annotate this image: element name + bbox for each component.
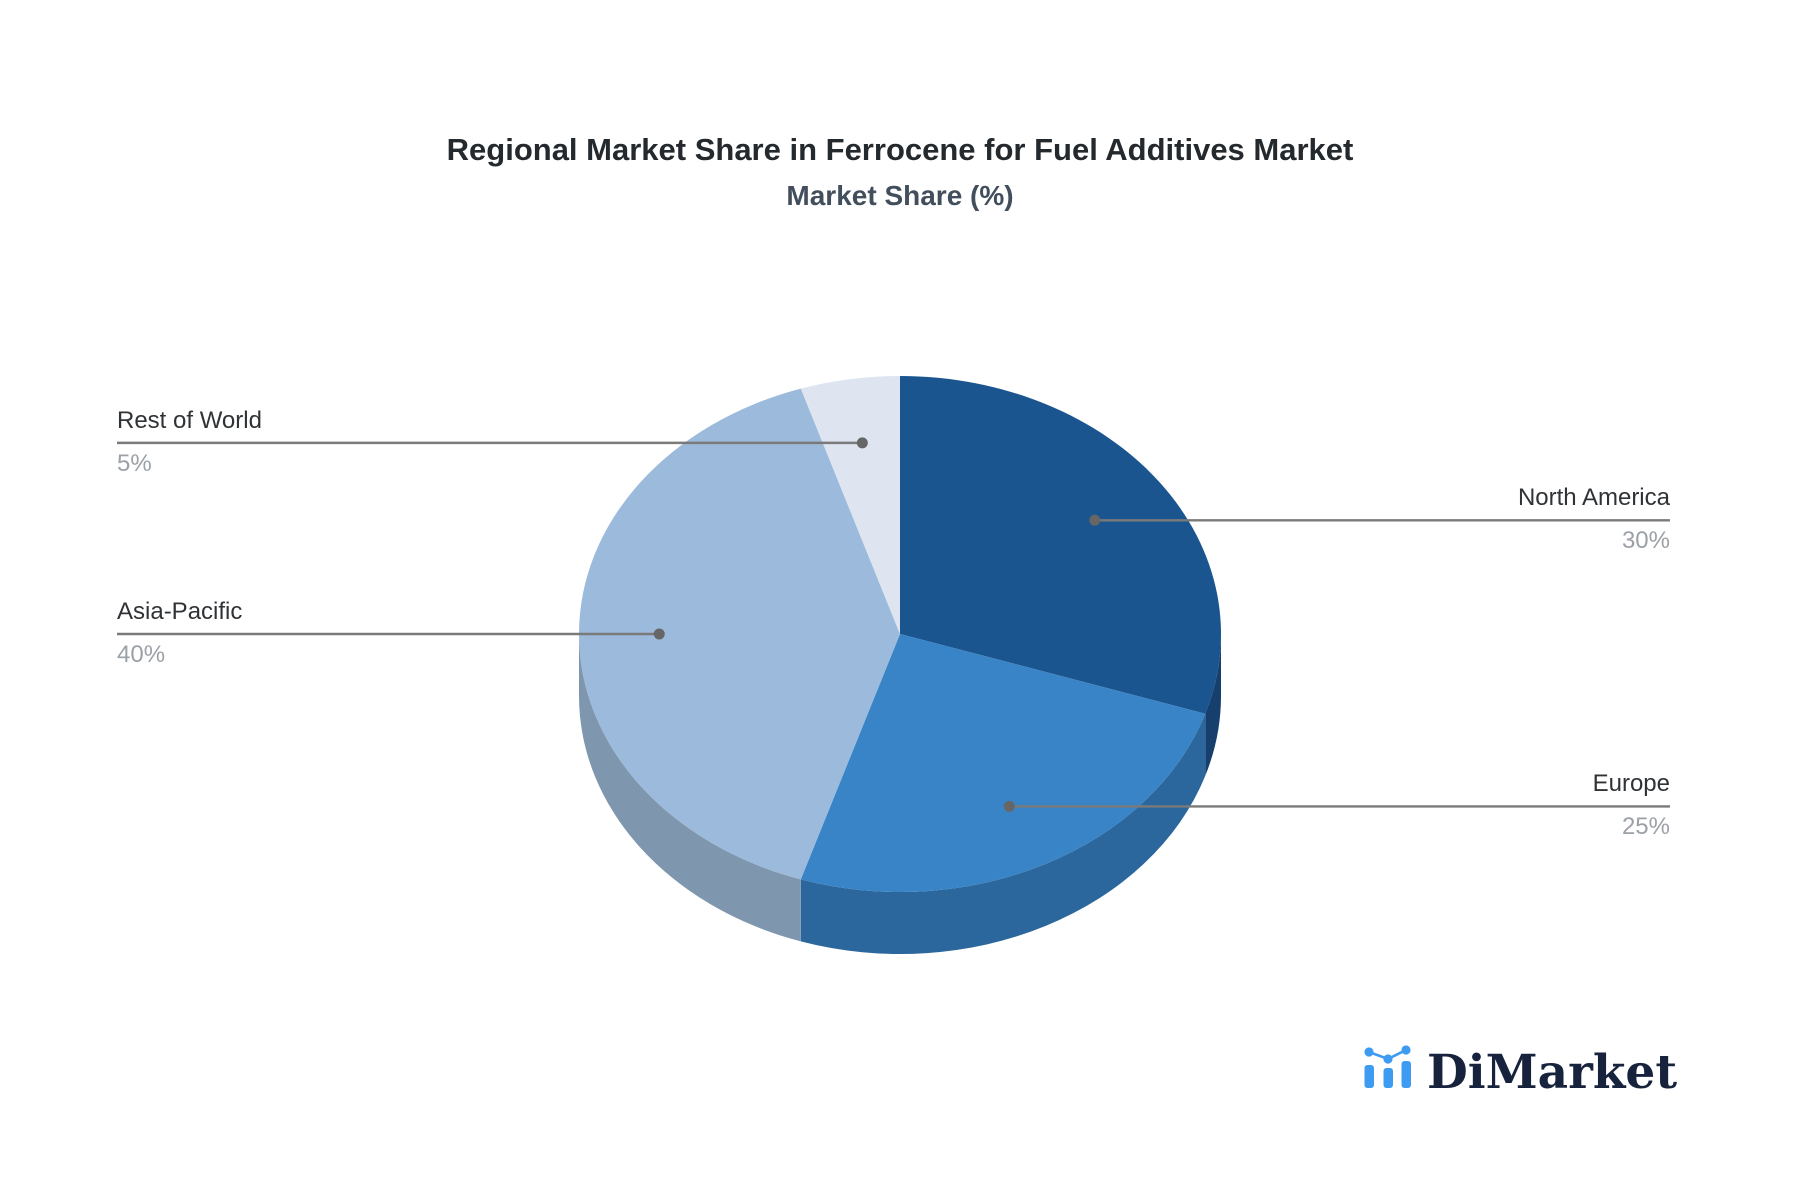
slice-percent-europe: 25% — [1621, 813, 1670, 841]
pie-slice-europe[interactable] — [800, 634, 1206, 892]
callout-dot-north-america — [1089, 514, 1101, 526]
callout-north-america: North America 30% — [1518, 484, 1670, 555]
pie-3d-sides — [579, 634, 1221, 954]
slice-label-europe: Europe — [1592, 770, 1670, 798]
chart-title: Regional Market Share in Ferrocene for F… — [446, 132, 1354, 167]
logo-text: DiMarket — [1427, 1045, 1678, 1100]
slice-percent-rest-of-world: 5% — [117, 449, 152, 477]
callout-dot-rest-of-world — [856, 437, 868, 449]
logo-bar — [1401, 1061, 1411, 1088]
slice-percent-asia-pacific: 40% — [117, 641, 166, 668]
slice-label-rest-of-world: Rest of World — [117, 406, 262, 434]
chart-subtitle: Market Share (%) — [786, 180, 1014, 211]
bar-chart-logo-icon — [1364, 1045, 1411, 1088]
slice-label-asia-pacific: Asia-Pacific — [117, 598, 243, 625]
dimarket-logo: DiMarket — [1360, 1038, 1677, 1096]
pie-slice-rest-of-world[interactable] — [800, 376, 900, 634]
slice-percent-north-america: 30% — [1621, 527, 1670, 555]
logo-dot — [1383, 1054, 1393, 1064]
slice-label-north-america: North America — [1517, 484, 1670, 512]
callout-dot-europe — [1003, 800, 1015, 812]
logo-dot — [1364, 1047, 1374, 1057]
pie-slice-side-europe — [800, 713, 1206, 954]
callout-lines — [117, 441, 1670, 808]
callout-dot-asia-pacific — [653, 628, 665, 640]
pie-top-faces — [579, 376, 1221, 892]
callout-rest-of-world: Rest of World 5% — [117, 407, 262, 478]
logo-bar — [1383, 1068, 1393, 1088]
callout-europe: Europe 25% — [1593, 770, 1670, 841]
pie-slice-side-north-america — [1205, 634, 1221, 776]
pie-slice-asia-pacific[interactable] — [579, 388, 900, 880]
logo-bar — [1364, 1065, 1374, 1088]
logo-dot — [1401, 1045, 1411, 1055]
pie-slice-north-america[interactable] — [900, 376, 1221, 714]
callout-asia-pacific: Asia-Pacific 40% — [117, 598, 242, 669]
pie-slice-side-asia-pacific — [579, 634, 801, 942]
callout-dots — [653, 437, 1101, 812]
